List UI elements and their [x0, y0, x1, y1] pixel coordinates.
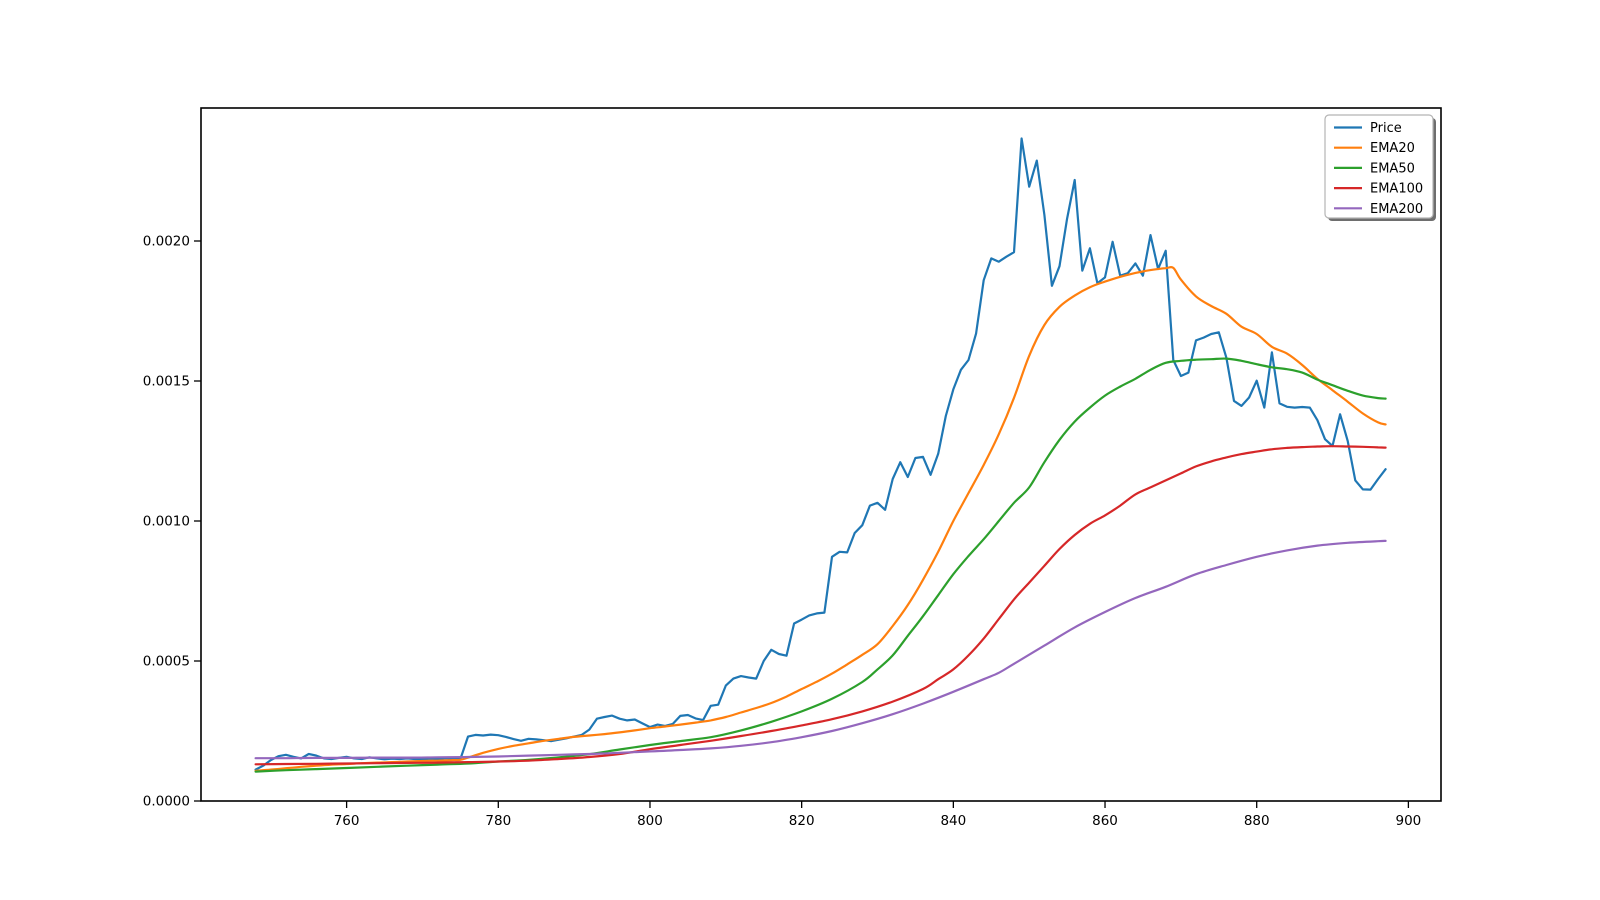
x-tick-label: 900 — [1395, 813, 1421, 829]
legend-label-ema20: EMA20 — [1370, 141, 1415, 156]
series-line-price — [254, 137, 1387, 771]
x-tick-label: 820 — [789, 813, 815, 829]
legend-box — [1324, 114, 1434, 219]
x-tick-label: 860 — [1092, 813, 1118, 829]
legend-label-ema50: EMA50 — [1370, 161, 1415, 176]
axes-spines — [200, 107, 1442, 802]
x-tick-label: 880 — [1244, 813, 1270, 829]
legend-label-ema200: EMA200 — [1370, 202, 1423, 217]
legend-label-ema100: EMA100 — [1370, 182, 1423, 197]
y-tick-label: 0.0020 — [143, 234, 190, 250]
y-tick-label: 0.0000 — [143, 794, 190, 810]
legend-label-price: Price — [1370, 121, 1402, 136]
series-line-ema20 — [254, 265, 1387, 772]
x-tick-label: 780 — [485, 813, 511, 829]
x-tick-label: 840 — [940, 813, 966, 829]
series-group — [254, 137, 1387, 773]
series-line-ema50 — [254, 357, 1387, 773]
x-tick-label: 760 — [334, 813, 360, 829]
series-line-ema100 — [254, 445, 1387, 766]
y-tick-label: 0.0005 — [143, 654, 190, 670]
series-line-ema200 — [254, 539, 1387, 760]
x-tick-label: 800 — [637, 813, 663, 829]
y-tick-label: 0.0010 — [143, 514, 190, 530]
y-tick-label: 0.0015 — [143, 374, 190, 390]
